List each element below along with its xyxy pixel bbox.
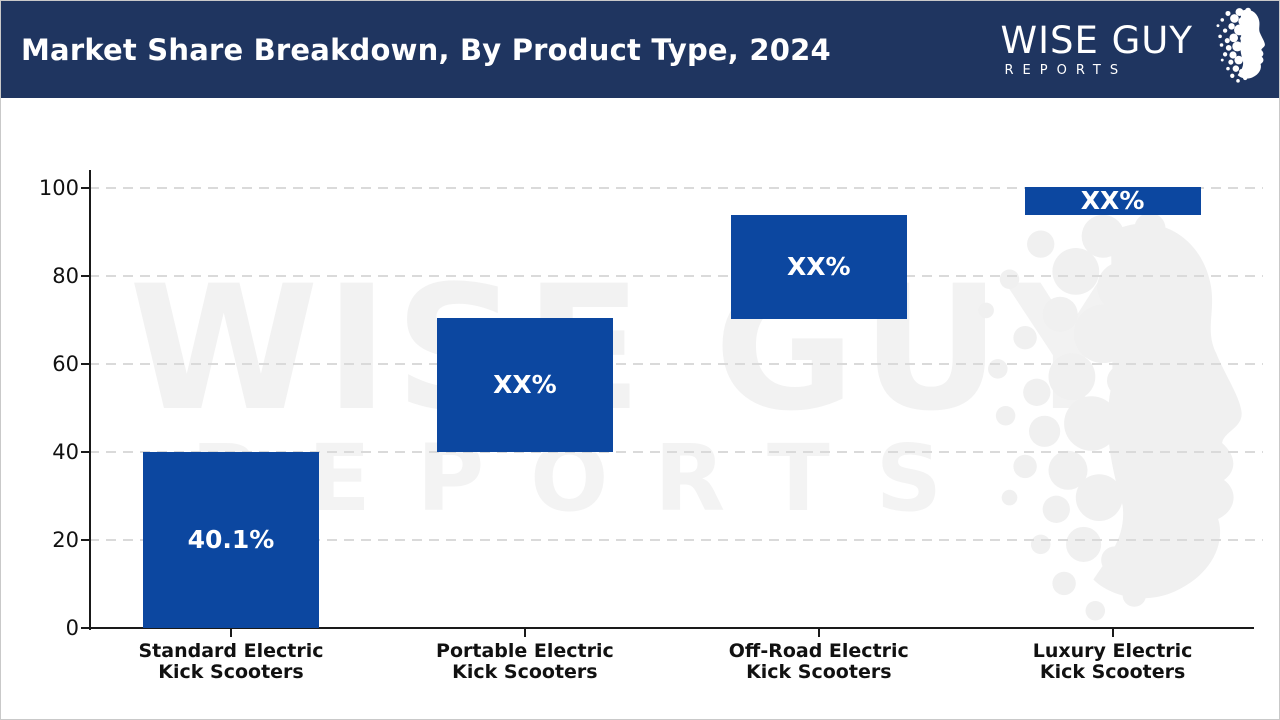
y-tick-label: 80	[52, 264, 79, 288]
page-title: Market Share Breakdown, By Product Type,…	[21, 32, 831, 67]
x-axis-label-line: Kick Scooters	[158, 661, 304, 683]
y-tick-mark	[81, 187, 89, 189]
y-tick-label: 20	[52, 528, 79, 552]
y-tick-mark	[81, 363, 89, 365]
gridline-y40	[89, 451, 1263, 453]
bar-value-label: XX%	[786, 252, 851, 282]
gridline-y80	[89, 275, 1263, 277]
header-bar: Market Share Breakdown, By Product Type,…	[1, 1, 1279, 98]
x-tick-mark	[817, 629, 820, 637]
y-tick-mark	[81, 275, 89, 277]
x-tick-mark	[230, 629, 232, 637]
bar-2: XX%	[436, 318, 613, 452]
x-tick-mark	[523, 629, 526, 637]
y-tick-label: 40	[52, 440, 79, 464]
y-axis-line	[89, 170, 91, 630]
x-axis-label-line: Kick Scooters	[1039, 661, 1186, 683]
watermark-text-wiseguy: WISE GUY	[129, 248, 1138, 449]
gridline-y100	[89, 187, 1263, 189]
logo-text: WISE GUY REPORTS	[1001, 22, 1193, 78]
x-axis-label-line: Luxury Electric	[1032, 640, 1193, 662]
bar-1: 40.1%	[143, 451, 319, 628]
bar-value-label: XX%	[1080, 186, 1145, 216]
y-tick-mark	[81, 627, 89, 629]
bar-value-label: 40.1%	[187, 525, 275, 555]
x-axis-label: Off-Road Electric Kick Scooters	[699, 641, 939, 683]
x-axis-label: Luxury Electric Kick Scooters	[993, 641, 1233, 683]
y-tick-label: 0	[65, 616, 79, 640]
bar-4: XX%	[1024, 186, 1201, 216]
gridline-y20	[89, 539, 1263, 541]
x-axis-label-line: Kick Scooters	[746, 661, 892, 683]
y-tick-mark	[81, 539, 89, 541]
logo-subtitle: REPORTS	[1004, 62, 1128, 78]
x-tick-mark	[1111, 629, 1114, 637]
y-tick-mark	[81, 451, 89, 453]
x-axis-label-line: Portable Electric	[436, 640, 614, 662]
x-axis-label: Portable Electric Kick Scooters	[405, 641, 645, 683]
bar-3: XX%	[730, 214, 907, 319]
x-axis-label: Standard Electric Kick Scooters	[111, 641, 351, 683]
gridline-y60	[89, 363, 1263, 365]
wiseguy-logo: WISE GUY REPORTS	[1001, 1, 1269, 98]
x-axis-label-line: Kick Scooters	[452, 661, 598, 683]
y-tick-label: 60	[52, 352, 79, 376]
y-tick-label: 100	[38, 176, 79, 200]
x-axis-label-line: Standard Electric	[138, 640, 324, 662]
x-axis-line	[89, 627, 1254, 629]
logo-wordmark: WISE GUY	[1000, 18, 1193, 62]
x-axis-label-line: Off-Road Electric	[728, 640, 909, 662]
bar-value-label: XX%	[493, 370, 557, 400]
